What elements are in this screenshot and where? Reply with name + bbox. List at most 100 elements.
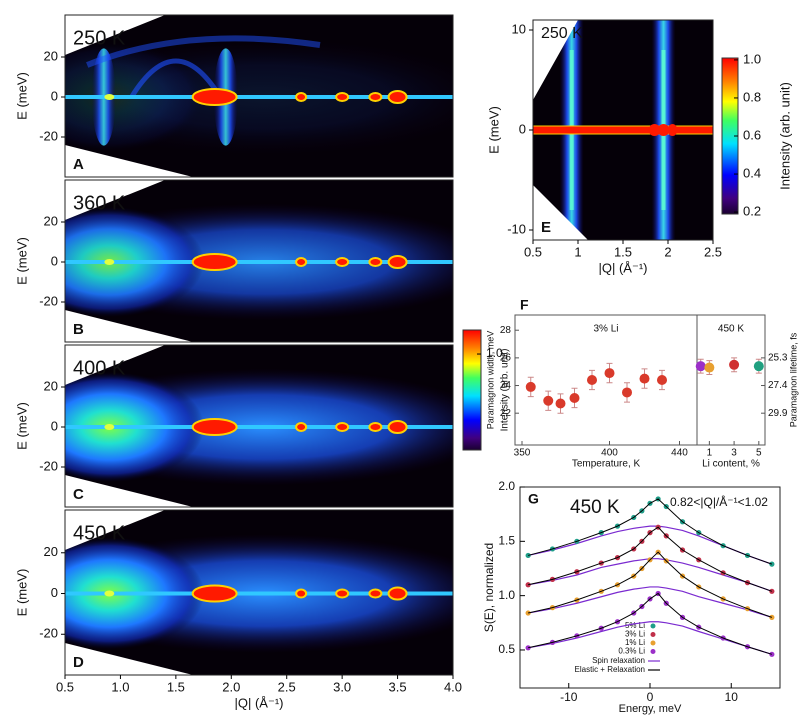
fit-curve [528, 592, 773, 655]
x-tick-label: 0.5 [524, 244, 542, 259]
y-tick-label: 0.5 [498, 642, 515, 656]
axis-label: E (meV) [14, 569, 29, 617]
intensity-arc [129, 58, 223, 99]
plot-frame [64, 179, 454, 343]
data-point [525, 645, 531, 651]
colorbar-tick-label: 1.0 [743, 51, 761, 66]
data-point [657, 375, 667, 385]
axis-label: E (meV) [14, 237, 29, 285]
data-point [525, 552, 531, 559]
fit-curve [528, 526, 773, 592]
data-point [604, 368, 615, 379]
panel-letter: G [528, 491, 539, 507]
panel-letter: F [520, 297, 529, 313]
x-tick-label: 400 [601, 448, 618, 459]
annotation: 0.82<|Q|/Å⁻¹<1.02 [670, 494, 768, 509]
x-axis-label: |Q| (Å⁻¹) [235, 695, 284, 710]
legend-marker [650, 649, 656, 654]
bragg-spot [368, 92, 383, 102]
bragg-spot [387, 420, 408, 434]
elastic-line [65, 425, 453, 429]
colorbar-tick-label: 0.6 [743, 127, 761, 142]
y-tick-label: 10 [512, 21, 526, 36]
kinematic-limit [65, 15, 165, 55]
axis-label: E (meV) [14, 72, 29, 120]
y-tick-label: 0 [51, 253, 58, 268]
y-tick-label: 20 [44, 48, 58, 63]
kinematic-limit [65, 180, 165, 220]
y-tick-label: 0 [519, 121, 526, 136]
fit-curve [528, 551, 773, 618]
data-point [753, 361, 764, 372]
y-tick-label: 22 [500, 408, 512, 419]
y-tick-label: 24 [500, 380, 512, 391]
bragg-spot [295, 422, 308, 432]
spin-relaxation-curve [528, 621, 773, 655]
bragg-spot [387, 255, 408, 269]
kinematic-limit [65, 475, 193, 507]
y-tick-label: 26 [500, 353, 512, 364]
legend-label: Spin relaxation [592, 656, 645, 665]
legend-label: Elastic + Relaxation [575, 665, 645, 674]
bragg-spot [104, 94, 115, 100]
axis-label: Paramagnon lifetime, fs [788, 332, 798, 427]
x-tick-label: 1.5 [614, 244, 632, 259]
bragg-spot [368, 257, 383, 267]
x-tick-label: 1 [707, 448, 713, 459]
x-tick-label: -10 [560, 690, 578, 704]
data-point [769, 588, 775, 594]
y2-tick-label: 25.3 [768, 353, 788, 364]
temperature-label: 250 K [73, 27, 126, 49]
spin-relaxation-curve [528, 586, 773, 618]
x-tick-label: 5 [756, 448, 762, 459]
data-point [704, 362, 715, 373]
y-tick-label: 2.0 [498, 479, 515, 493]
axis-label: S(E), normalized [482, 543, 496, 632]
legend-marker [650, 632, 656, 637]
panel-letter: D [73, 654, 84, 671]
bragg-spot [387, 90, 408, 104]
y-tick-label: 1.0 [498, 588, 515, 602]
plot-frame [64, 14, 454, 178]
panel-letter: B [73, 321, 84, 338]
heatmap-image [65, 15, 453, 177]
temperature-label: 400 K [73, 357, 126, 379]
y-tick-label: 20 [44, 378, 58, 393]
x-tick-label: 3 [731, 448, 737, 459]
elastic-line [65, 95, 453, 99]
data-point [769, 561, 775, 567]
bragg-spot [387, 586, 408, 601]
x-tick-label: 3.0 [333, 679, 351, 694]
elastic-line [533, 125, 713, 135]
bragg-spot [335, 257, 350, 267]
panel-letter: A [73, 156, 84, 173]
intensity-arc [86, 35, 321, 68]
data-point [587, 375, 597, 385]
chart-title: 450 K [570, 497, 620, 518]
x-tick-label: 0.5 [56, 679, 74, 694]
kinematic-limit [533, 185, 588, 240]
y-tick-label: 0 [51, 88, 58, 103]
plot-frame [64, 509, 454, 676]
x-tick-label: 2 [664, 244, 671, 259]
axis-label: Intensity (arb. unit) [500, 349, 511, 432]
bragg-spot [191, 418, 238, 436]
bragg-spot [295, 92, 308, 102]
kinematic-limit [65, 345, 165, 385]
fit-curve [527, 498, 773, 565]
heatmap-image [533, 20, 713, 240]
x-tick-label: 440 [671, 448, 688, 459]
x-tick-label: 10 [725, 690, 739, 704]
data-point [729, 359, 740, 370]
legend-label: 5% Li [625, 621, 645, 630]
kinematic-limit [65, 510, 165, 550]
temperature-label: 250 K [541, 25, 583, 42]
y-tick-label: -20 [39, 293, 58, 308]
bragg-spot [295, 257, 308, 267]
axis-label: E (meV) [486, 106, 501, 154]
heatmap-image [65, 510, 453, 675]
heatmap-image [65, 345, 453, 507]
y-tick-label: 28 [500, 325, 512, 336]
x-tick-label: 1 [574, 244, 581, 259]
